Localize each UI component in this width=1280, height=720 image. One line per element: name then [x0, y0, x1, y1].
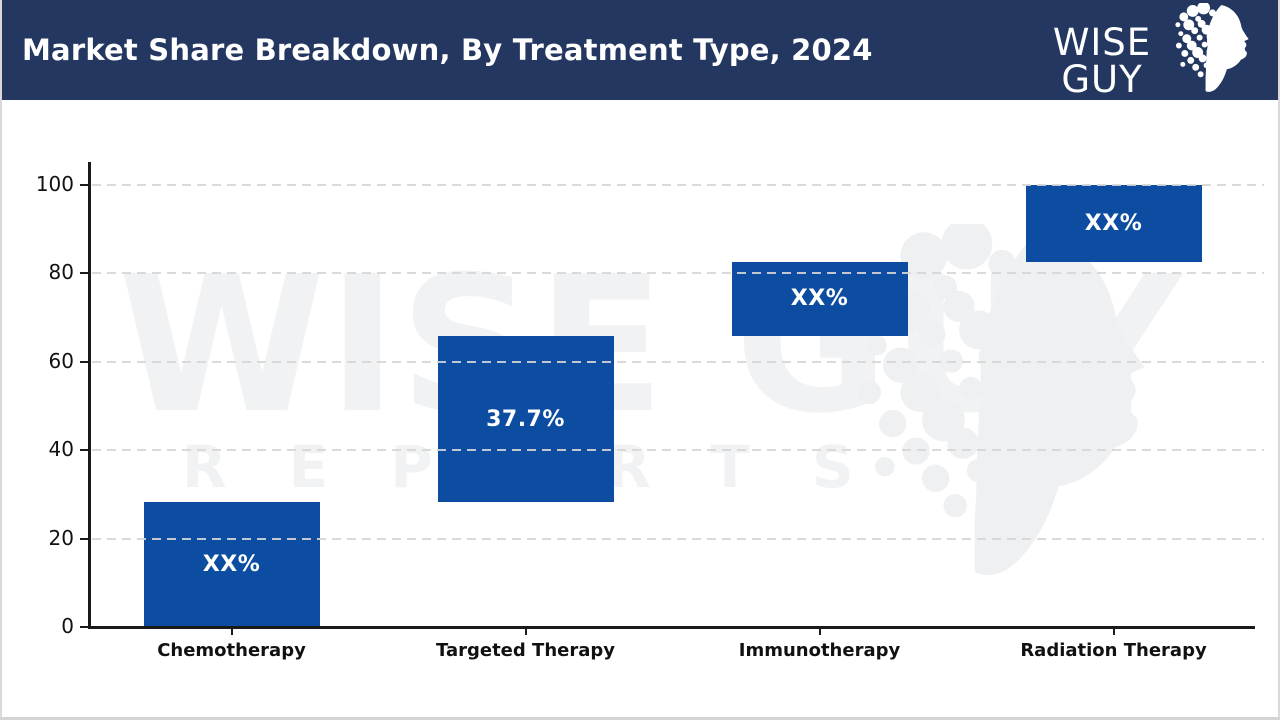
y-tick-mark-40	[80, 449, 89, 452]
gridline-60	[92, 360, 1264, 363]
gridline-20	[92, 537, 1264, 540]
y-tick-mark-100	[80, 184, 89, 186]
y-tick-label-100: 100	[35, 172, 74, 196]
gridline-100	[92, 184, 1264, 186]
logo-text: WISE GUY REPORTS	[1008, 24, 1196, 118]
x-tick-mark-0	[230, 628, 233, 635]
y-tick-label-40: 40	[48, 437, 74, 462]
y-tick-label-80: 80	[48, 260, 74, 285]
category-label-1: Targeted Therapy	[436, 640, 615, 661]
y-tick-mark-20	[80, 537, 89, 540]
gridline-80	[92, 272, 1264, 275]
bar-value-label: XX%	[790, 286, 849, 312]
bar-chemotherapy: XX%	[143, 502, 320, 627]
wiseguy-logo: WISE GUY REPORTS	[1008, 0, 1268, 118]
x-tick-mark-2	[818, 628, 821, 635]
bar-value-label: XX%	[202, 552, 261, 578]
y-tick-label-20: 20	[48, 525, 74, 550]
logo-reports-text: REPORTS	[1030, 102, 1187, 118]
x-tick-mark-1	[524, 628, 527, 635]
y-tick-mark-60	[80, 360, 89, 363]
y-tick-label-0: 0	[61, 614, 74, 638]
y-tick-label-60: 60	[48, 348, 74, 373]
logo-wise-guy-text: WISE GUY	[1052, 21, 1152, 101]
y-tick-mark-80	[80, 272, 89, 275]
x-tick-mark-3	[1112, 628, 1115, 635]
header: Market Share Breakdown, By Treatment Typ…	[2, 0, 1278, 118]
bar-radiation-therapy: XX%	[1025, 185, 1202, 262]
category-label-2: Immunotherapy	[738, 640, 901, 661]
y-tick-mark-0	[80, 626, 89, 628]
bar-value-label: XX%	[1084, 210, 1143, 236]
category-label-0: Chemotherapy	[157, 640, 306, 661]
bar-targeted-therapy: 37.7%	[437, 335, 614, 503]
y-axis-line	[88, 162, 91, 629]
x-axis-line	[88, 626, 1255, 629]
page-title: Market Share Breakdown, By Treatment Typ…	[22, 33, 873, 67]
gridline-40	[92, 449, 1264, 452]
wiseguy-head-icon	[1170, 3, 1256, 97]
bar-value-label: 37.7%	[486, 406, 565, 432]
category-label-3: Radiation Therapy	[1020, 640, 1207, 661]
